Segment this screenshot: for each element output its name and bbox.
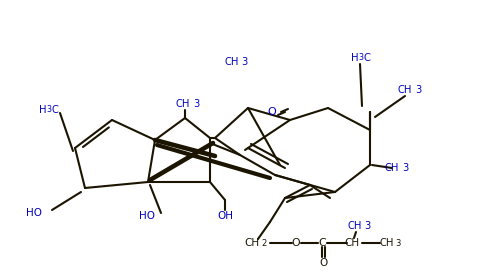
Text: CH: CH (348, 221, 362, 231)
Text: 3: 3 (413, 85, 423, 95)
Text: CH: CH (385, 163, 399, 173)
Text: CH: CH (176, 99, 190, 109)
Text: 2: 2 (262, 239, 266, 247)
Text: 3: 3 (358, 54, 363, 62)
Text: 3: 3 (240, 57, 249, 67)
Text: 3: 3 (395, 239, 401, 247)
Text: O: O (319, 258, 327, 268)
Text: OH: OH (217, 211, 233, 221)
Text: H: H (39, 105, 47, 115)
Text: CH: CH (244, 238, 260, 248)
Text: O: O (268, 107, 277, 117)
Text: 3: 3 (191, 99, 201, 109)
Text: H: H (351, 53, 359, 63)
Text: O: O (292, 238, 300, 248)
Text: CH: CH (225, 57, 239, 67)
Text: C: C (318, 238, 326, 248)
Text: HO: HO (26, 208, 42, 218)
Text: 3: 3 (46, 105, 52, 114)
Text: HO: HO (139, 211, 155, 221)
Text: CH: CH (380, 238, 394, 248)
Text: C: C (364, 53, 371, 63)
Text: 3: 3 (362, 221, 372, 231)
Text: C: C (52, 105, 58, 115)
Text: CH: CH (344, 238, 359, 248)
Text: CH: CH (398, 85, 412, 95)
Text: 3: 3 (400, 163, 410, 173)
